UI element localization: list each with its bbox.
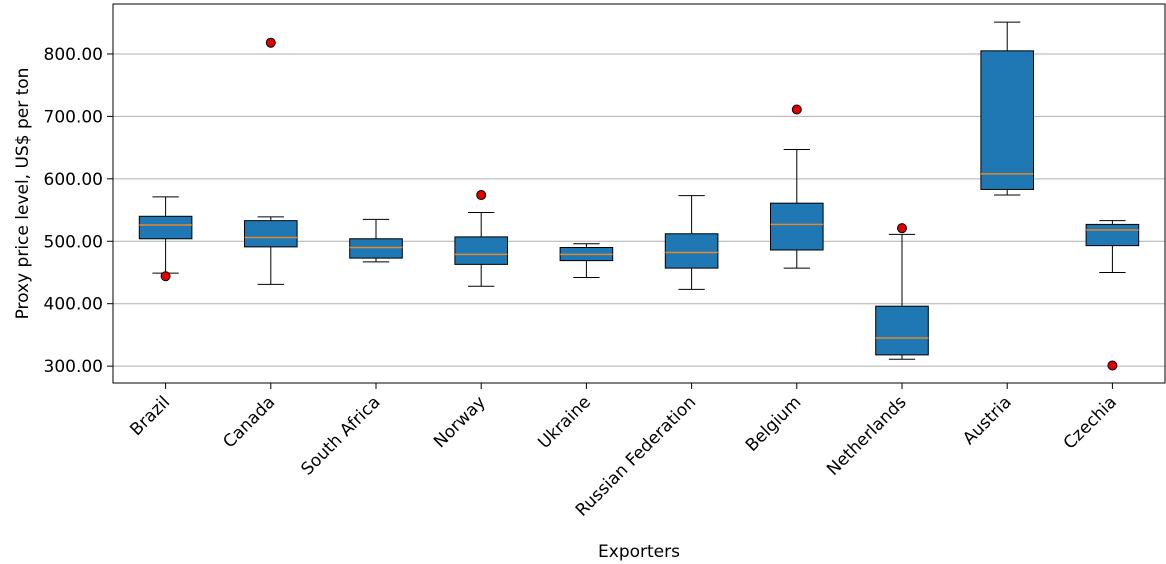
box-ukraine — [559, 243, 614, 278]
iqr-box — [349, 238, 403, 259]
y-tick-label: 500.00 — [44, 232, 103, 252]
iqr-box — [454, 236, 508, 265]
box-series — [138, 21, 1140, 371]
y-axis-title: Proxy price level, US$ per ton — [13, 68, 33, 320]
x-tick-label: South Africa — [297, 392, 384, 479]
x-axis-title: Exporters — [598, 542, 680, 562]
x-tick-label: Brazil — [126, 392, 174, 440]
box-brazil — [138, 196, 193, 282]
outlier-point — [791, 104, 802, 115]
iqr-box — [244, 220, 298, 248]
y-tick-label: 700.00 — [44, 107, 103, 127]
x-tick-label: Russian Federation — [572, 392, 700, 520]
box-norway — [454, 190, 508, 287]
iqr-box — [980, 50, 1035, 190]
outlier-point — [476, 190, 487, 201]
x-tick-label: Netherlands — [823, 392, 911, 480]
box-belgium — [770, 104, 824, 269]
outlier-point — [160, 271, 171, 282]
x-axis: Brazil Canada South Africa Norway UkraineRus… — [126, 383, 1121, 521]
x-tick-label: Czechia — [1060, 392, 1121, 453]
iqr-box — [664, 233, 719, 269]
outlier-point — [897, 223, 907, 234]
box-russian-federation — [664, 195, 719, 290]
x-tick-label: Canada — [219, 392, 279, 452]
x-tick-label: Belgium — [742, 392, 805, 455]
box-czechia — [1085, 220, 1140, 371]
outlier-point — [265, 37, 276, 48]
plot-area-frame — [112, 3, 1166, 384]
box-netherlands — [875, 223, 929, 360]
y-tick-label: 600.00 — [44, 170, 103, 190]
x-tick-label: Austria — [959, 392, 1016, 449]
iqr-box — [1085, 223, 1140, 247]
y-tick-label: 300.00 — [44, 357, 103, 377]
iqr-box — [875, 305, 929, 356]
y-tick-label: 400.00 — [44, 295, 103, 315]
box-austria — [980, 21, 1035, 196]
x-tick-label: Norway — [430, 392, 490, 452]
x-tick-label: Ukraine — [534, 392, 595, 453]
box-south-africa — [349, 218, 403, 263]
iqr-box — [138, 215, 193, 240]
iqr-box — [770, 202, 824, 251]
y-axis: 300.00 400.00 500.00 600.00 700.00 800.00 — [44, 45, 113, 377]
y-tick-label: 800.00 — [44, 45, 103, 65]
box-canada — [244, 37, 298, 285]
outlier-point — [1107, 360, 1118, 371]
